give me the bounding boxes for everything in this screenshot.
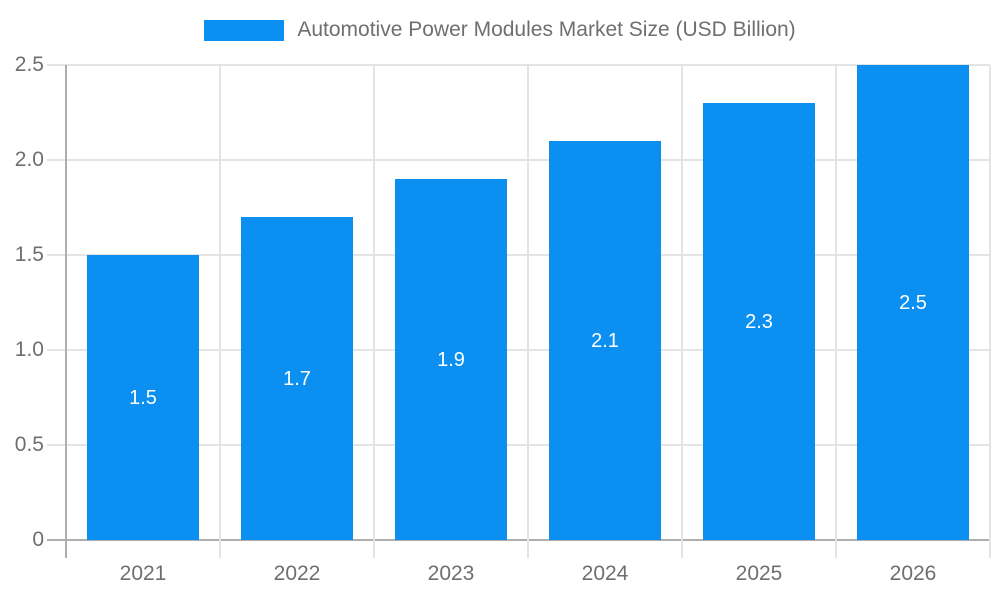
y-tick-label: 0	[32, 528, 44, 551]
x-gridline	[835, 65, 837, 558]
y-tick-mark	[47, 159, 66, 161]
x-gridline	[373, 65, 375, 558]
y-tick-label: 1.0	[14, 338, 44, 361]
y-tick-mark	[47, 444, 66, 446]
y-tick-label: 2.0	[14, 148, 44, 171]
y-tick-mark	[47, 349, 66, 351]
x-gridline	[681, 65, 683, 558]
bar-value-label: 2.3	[745, 310, 773, 333]
bar-value-label: 2.1	[591, 329, 619, 352]
legend-swatch-icon	[204, 19, 285, 41]
x-tick-label: 2024	[581, 562, 629, 585]
bar-value-label: 2.5	[899, 291, 927, 314]
bar-value-label: 1.5	[129, 386, 157, 409]
x-gridline	[527, 65, 529, 558]
x-tick-label: 2023	[427, 562, 475, 585]
y-tick-mark	[47, 254, 66, 256]
bar-value-label: 1.7	[283, 367, 311, 390]
x-tick-label: 2025	[735, 562, 783, 585]
y-tick-label: 0.5	[14, 433, 44, 456]
x-tick-label: 2026	[889, 562, 937, 585]
y-tick-mark	[47, 539, 66, 541]
y-tick-label: 2.5	[14, 53, 44, 76]
bar	[857, 65, 969, 540]
bar	[549, 141, 661, 540]
chart-legend: Automotive Power Modules Market Size (US…	[0, 17, 1000, 43]
bar	[703, 103, 815, 540]
bar-value-label: 1.9	[437, 348, 465, 371]
y-axis-line	[65, 65, 67, 558]
x-gridline	[219, 65, 221, 558]
bar	[241, 217, 353, 540]
bar	[395, 179, 507, 540]
plot-right-border	[989, 65, 991, 558]
x-tick-label: 2021	[119, 562, 167, 585]
legend-label: Automotive Power Modules Market Size (US…	[297, 18, 796, 41]
bar	[87, 255, 199, 540]
y-tick-label: 1.5	[14, 243, 44, 266]
y-tick-mark	[47, 64, 66, 66]
x-tick-label: 2022	[273, 562, 321, 585]
